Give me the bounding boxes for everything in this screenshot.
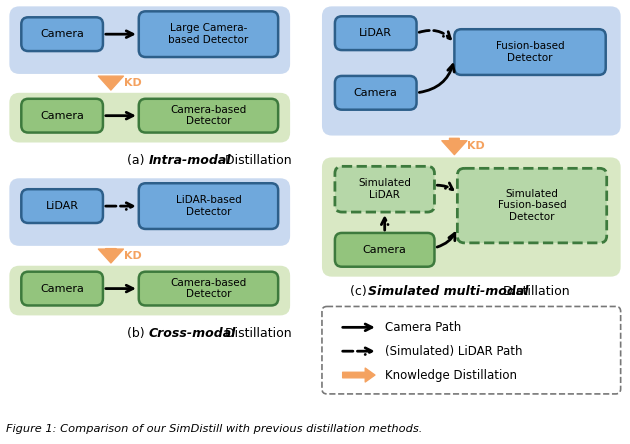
FancyBboxPatch shape [335,166,435,212]
FancyBboxPatch shape [454,29,605,75]
FancyBboxPatch shape [9,266,290,315]
FancyBboxPatch shape [21,99,103,133]
Text: Large Camera-
based Detector: Large Camera- based Detector [168,24,249,45]
Text: KD: KD [124,79,142,88]
Text: Figure 1: Comparison of our SimDistill with previous distillation methods.: Figure 1: Comparison of our SimDistill w… [6,424,423,434]
Text: Distillation: Distillation [499,285,570,298]
Text: KD: KD [124,251,142,261]
FancyBboxPatch shape [9,178,290,246]
FancyBboxPatch shape [139,99,278,133]
FancyBboxPatch shape [21,17,103,51]
Text: Camera: Camera [40,284,84,293]
FancyBboxPatch shape [335,233,435,267]
Text: Camera Path: Camera Path [385,321,461,334]
Text: Fusion-based
Detector: Fusion-based Detector [496,41,564,63]
Text: (Simulated) LiDAR Path: (Simulated) LiDAR Path [385,345,522,358]
Text: Simulated
Fusion-based
Detector: Simulated Fusion-based Detector [498,189,566,222]
FancyBboxPatch shape [139,183,278,229]
Text: KD: KD [467,142,485,151]
FancyBboxPatch shape [322,158,621,277]
Text: LiDAR: LiDAR [45,201,79,211]
Text: Camera: Camera [40,29,84,39]
Text: LiDAR-based
Detector: LiDAR-based Detector [176,195,241,217]
Text: Knowledge Distillation: Knowledge Distillation [385,369,517,381]
Text: Camera-based
Detector: Camera-based Detector [170,278,246,299]
Text: Camera: Camera [40,111,84,121]
FancyArrowPatch shape [343,368,375,382]
Text: Cross-modal: Cross-modal [149,327,236,340]
FancyBboxPatch shape [9,6,290,74]
Text: LiDAR: LiDAR [359,28,392,38]
Text: Distillation: Distillation [221,154,292,167]
FancyBboxPatch shape [9,93,290,143]
FancyBboxPatch shape [21,272,103,305]
FancyArrowPatch shape [442,139,467,155]
Text: Simulated
LiDAR: Simulated LiDAR [358,178,411,200]
Text: Camera: Camera [354,88,398,98]
FancyBboxPatch shape [335,76,416,110]
FancyArrowPatch shape [98,249,123,263]
Text: Camera: Camera [363,245,406,255]
Text: (c): (c) [350,285,370,298]
Text: (b): (b) [127,327,149,340]
Text: Intra-modal: Intra-modal [149,154,231,167]
Text: Distillation: Distillation [221,327,292,340]
Text: Camera-based
Detector: Camera-based Detector [170,105,246,127]
FancyBboxPatch shape [21,189,103,223]
Text: (a): (a) [127,154,149,167]
Text: Simulated multi-modal: Simulated multi-modal [368,285,529,298]
FancyBboxPatch shape [335,16,416,50]
FancyBboxPatch shape [322,306,621,394]
FancyArrowPatch shape [98,76,123,90]
FancyBboxPatch shape [139,272,278,305]
FancyBboxPatch shape [139,12,278,57]
FancyBboxPatch shape [322,6,621,135]
FancyBboxPatch shape [457,168,607,243]
